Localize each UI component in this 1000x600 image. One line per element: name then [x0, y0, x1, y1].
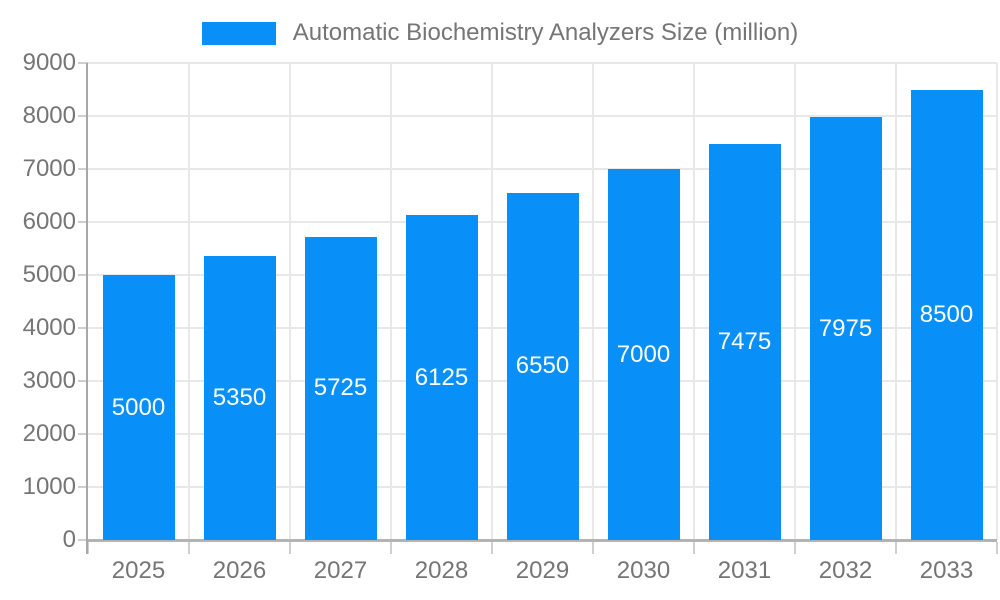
bar-2031[interactable]	[708, 143, 781, 540]
x-gridline	[693, 63, 695, 540]
x-axis-tick	[895, 542, 897, 554]
bar-2030[interactable]	[607, 169, 680, 540]
y-axis-label: 2000	[22, 420, 76, 447]
y-axis-label: 1000	[22, 473, 76, 500]
y-axis-line	[86, 63, 88, 554]
y-axis-tick	[78, 274, 88, 276]
y-axis-tick	[78, 539, 88, 541]
x-axis-label: 2032	[818, 557, 873, 584]
bar-2027[interactable]	[304, 236, 377, 540]
x-gridline	[895, 63, 897, 540]
x-gridline	[592, 63, 594, 540]
y-axis-tick	[78, 62, 88, 64]
x-axis-tick	[592, 542, 594, 554]
y-axis-tick	[78, 115, 88, 117]
x-gridline	[491, 63, 493, 540]
x-gridline	[188, 63, 190, 540]
bar-2029[interactable]	[506, 192, 579, 540]
x-gridline	[996, 63, 998, 540]
x-axis-tick	[693, 542, 695, 554]
y-axis-tick	[78, 168, 88, 170]
x-axis-label: 2031	[717, 557, 772, 584]
bar-2032[interactable]	[809, 117, 882, 540]
y-axis-label: 9000	[22, 49, 76, 76]
x-axis-tick	[289, 542, 291, 554]
bar-2028[interactable]	[405, 215, 478, 540]
x-axis-label: 2026	[212, 557, 267, 584]
x-axis-label: 2030	[616, 557, 671, 584]
x-axis-tick	[794, 542, 796, 554]
y-axis-tick	[78, 433, 88, 435]
x-axis-label: 2033	[919, 557, 974, 584]
legend-item[interactable]: Automatic Biochemistry Analyzers Size (m…	[0, 19, 1000, 47]
x-axis-line	[88, 539, 997, 542]
y-axis-tick	[78, 486, 88, 488]
x-axis-tick	[188, 542, 190, 554]
y-axis-tick	[78, 221, 88, 223]
y-axis-tick	[78, 380, 88, 382]
x-gridline	[289, 63, 291, 540]
legend-swatch-icon	[201, 21, 276, 45]
y-axis-label: 3000	[22, 367, 76, 394]
y-axis-label: 0	[62, 526, 76, 553]
y-axis-label: 4000	[22, 314, 76, 341]
y-axis-label: 8000	[22, 102, 76, 129]
y-axis-tick	[78, 327, 88, 329]
legend-label: Automatic Biochemistry Analyzers Size (m…	[292, 19, 799, 46]
x-axis-tick	[87, 542, 89, 554]
x-axis-tick	[996, 542, 998, 554]
bar-2033[interactable]	[910, 89, 983, 540]
y-axis-label: 7000	[22, 155, 76, 182]
y-axis-label: 5000	[22, 261, 76, 288]
x-axis-label: 2027	[313, 557, 368, 584]
y-gridline	[88, 62, 997, 64]
x-gridline	[390, 63, 392, 540]
x-gridline	[794, 63, 796, 540]
x-axis-label: 2029	[515, 557, 570, 584]
y-axis-label: 6000	[22, 208, 76, 235]
bar-2026[interactable]	[203, 256, 276, 540]
y-gridline	[88, 115, 997, 117]
x-axis-label: 2025	[111, 557, 166, 584]
y-gridline	[88, 168, 997, 170]
x-axis-label: 2028	[414, 557, 469, 584]
bar-2025[interactable]	[102, 275, 175, 540]
x-axis-tick	[491, 542, 493, 554]
x-axis-tick	[390, 542, 392, 554]
